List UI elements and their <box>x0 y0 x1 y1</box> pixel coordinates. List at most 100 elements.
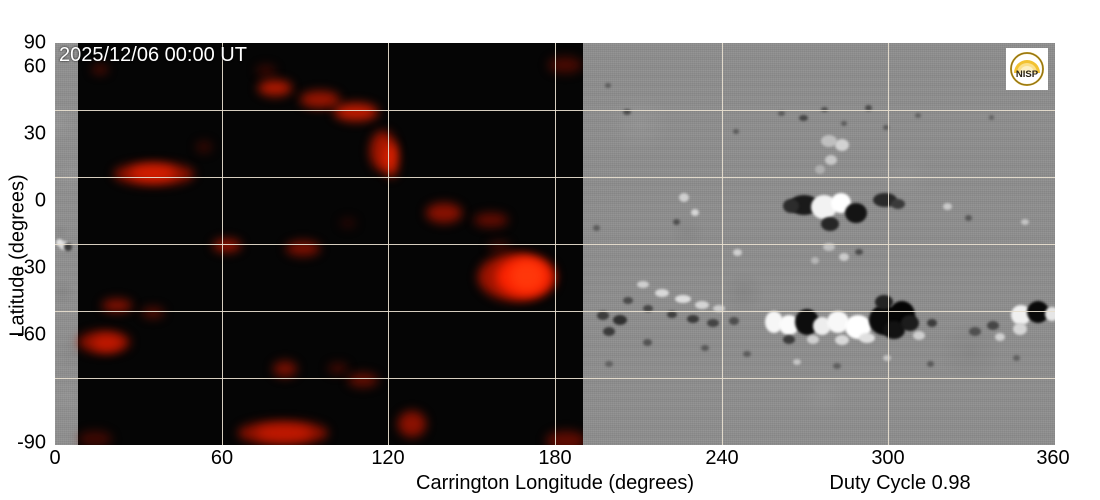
plage-blob <box>213 239 241 252</box>
nisp-logo-icon: NISP <box>1010 52 1044 86</box>
negative-flux-patch <box>845 203 867 223</box>
positive-flux-patch <box>811 257 819 264</box>
ytick-30: 30 <box>23 122 46 145</box>
plage-blob <box>398 411 426 437</box>
plage-blob <box>114 163 194 185</box>
positive-flux-patch <box>815 165 825 174</box>
positive-flux-patch <box>835 335 849 345</box>
plage-blob <box>328 363 348 374</box>
ytick-minus90: -90 <box>17 431 46 454</box>
plage-blob <box>256 425 312 441</box>
nisp-logo-text: NISP <box>1016 69 1039 80</box>
negative-flux-patch <box>869 305 899 335</box>
plage-blob <box>273 361 297 377</box>
network-element <box>643 339 652 346</box>
ytick-minus60: -60 <box>17 323 46 346</box>
negative-flux-patch <box>821 217 839 231</box>
plage-blob <box>348 373 378 387</box>
ytick-0: 0 <box>34 189 46 212</box>
xtick-360: 360 <box>1036 447 1070 469</box>
plage-blob <box>488 241 510 251</box>
x-axis-label: Carrington Longitude (degrees) <box>416 472 694 494</box>
network-element <box>675 295 691 303</box>
network-element <box>695 301 709 309</box>
positive-flux-patch <box>691 209 699 216</box>
network-element <box>743 351 751 357</box>
positive-flux-patch <box>839 253 849 261</box>
positive-flux-patch <box>835 139 849 151</box>
negative-flux-patch <box>889 301 915 329</box>
plage-blob <box>258 80 292 96</box>
negative-flux-patch <box>873 193 897 207</box>
xtick-300: 300 <box>871 447 905 469</box>
network-element <box>915 113 921 118</box>
positive-flux-patch <box>827 311 849 333</box>
plage-blob <box>334 103 378 121</box>
ytick-minus30: -30 <box>17 256 46 279</box>
network-element <box>701 345 709 351</box>
positive-flux-patch <box>1045 307 1055 321</box>
network-element <box>799 115 808 121</box>
xtick-120: 120 <box>371 447 405 469</box>
positive-flux-patch <box>943 203 952 210</box>
negative-flux-patch <box>987 321 999 330</box>
negative-flux-patch <box>901 315 919 331</box>
plage-blob <box>340 218 356 228</box>
plage-blob <box>78 431 112 445</box>
negative-flux-patch <box>969 327 981 336</box>
negative-flux-patch <box>855 249 863 255</box>
negative-flux-patch <box>613 315 627 325</box>
network-element <box>778 111 785 116</box>
positive-flux-patch <box>807 335 819 344</box>
gridline-latitude-60 <box>55 110 1055 111</box>
negative-flux-patch <box>875 295 893 309</box>
plage-blob <box>478 253 556 301</box>
plage-blob <box>548 57 582 73</box>
plage-blob <box>300 91 340 108</box>
xtick-180: 180 <box>538 447 572 469</box>
positive-flux-patch <box>825 155 837 165</box>
network-element <box>833 363 841 369</box>
negative-flux-patch <box>783 199 799 213</box>
plage-blob <box>130 165 176 181</box>
plage-blob <box>238 421 328 445</box>
plage-blob <box>142 307 164 318</box>
duty-cycle-label: Duty Cycle 0.98 <box>829 472 971 494</box>
y-axis-label: Latitude (degrees) <box>6 174 29 337</box>
observation-timestamp: 2025/12/06 00:00 UT <box>59 44 247 66</box>
positive-flux-patch <box>821 135 837 147</box>
network-element <box>793 359 801 365</box>
network-element <box>729 317 739 325</box>
negative-flux-patch <box>789 195 819 215</box>
gridline-latitude-0 <box>55 244 1055 245</box>
network-element <box>605 83 611 88</box>
negative-flux-patch <box>891 199 905 209</box>
network-element <box>593 225 600 231</box>
plage-blob-core <box>510 261 544 291</box>
negative-flux-patch <box>965 215 972 221</box>
positive-flux-patch <box>1011 305 1031 325</box>
negative-flux-patch <box>783 335 795 344</box>
network-element <box>687 315 699 323</box>
network-element <box>841 121 847 126</box>
negative-flux-patch <box>1027 301 1049 323</box>
positive-flux-patch <box>995 333 1005 341</box>
network-element <box>927 361 934 367</box>
gridline-latitude-minus60 <box>55 378 1055 379</box>
xtick-240: 240 <box>705 447 739 469</box>
positive-flux-patch <box>679 193 689 202</box>
negative-flux-patch <box>927 319 937 327</box>
negative-flux-patch <box>795 309 819 335</box>
plage-blob <box>370 131 396 171</box>
plage-blob-bright <box>496 257 552 297</box>
flux-element <box>59 241 69 250</box>
network-element <box>707 319 719 327</box>
synoptic-map-plot: 2025/12/06 00:00 UT NISP <box>55 43 1055 445</box>
gridline-latitude-30 <box>55 177 1055 178</box>
gridline-latitude-minus30 <box>55 311 1055 312</box>
positive-flux-patch <box>779 315 799 335</box>
negative-flux-patch <box>603 327 615 336</box>
xtick-0: 0 <box>49 447 61 469</box>
plage-blob <box>256 65 276 76</box>
plage-blob <box>384 143 398 177</box>
